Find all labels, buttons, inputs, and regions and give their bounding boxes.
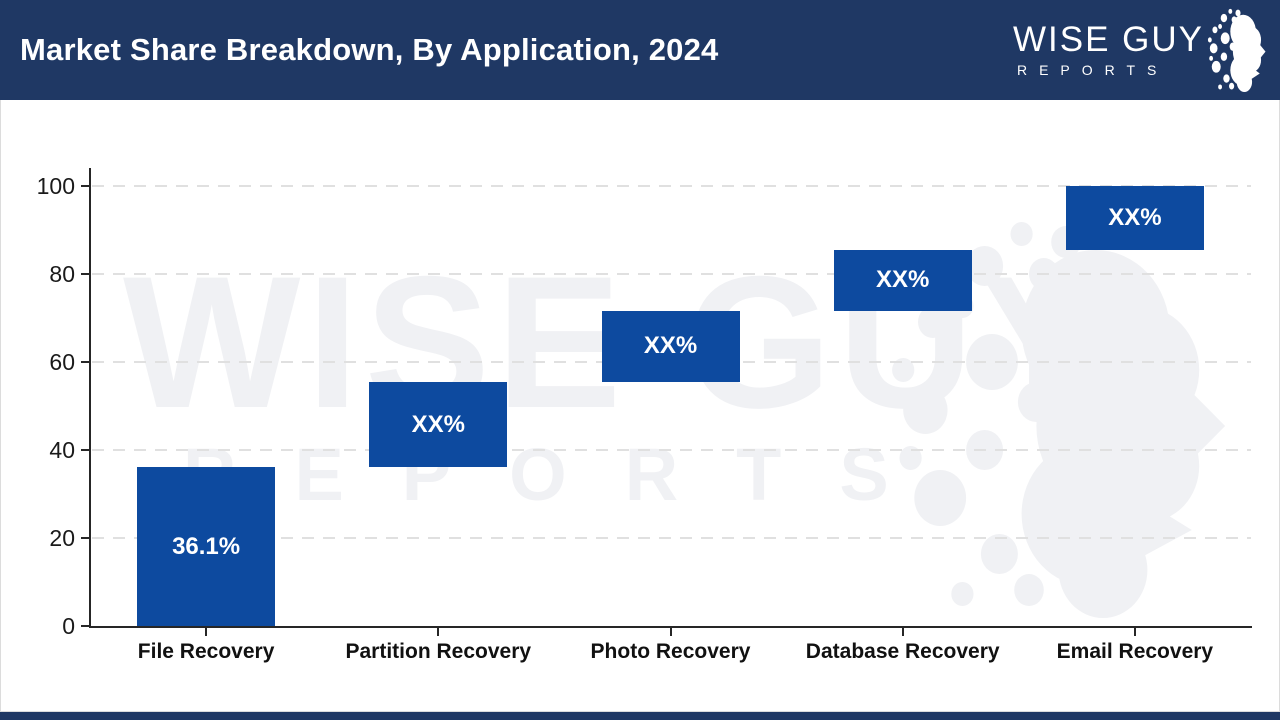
header-banner: Market Share Breakdown, By Application, … [0,0,1280,100]
x-axis-label-email-recovery: Email Recovery [1056,640,1214,663]
x-axis-label-file-recovery: File Recovery [137,640,275,663]
x-axis-label-database-recovery: Database Recovery [805,640,1000,663]
y-tick-label-80: 80 [49,261,75,287]
y-tick-80 [81,273,90,275]
y-tick-100 [81,185,90,187]
y-tick-label-40: 40 [49,437,75,463]
chart-canvas: WISE GUY REPORTS 0 20 40 60 80 100 36.1% File R… [0,100,1280,712]
wiseguy-face-icon [1207,8,1266,92]
bar-partition-recovery: XX% [369,382,508,468]
x-tick-file-recovery [205,628,208,636]
bar-value-label-photo-recovery: XX% [643,332,698,360]
footer-bar [0,712,1280,720]
logo-text: WISE GUY REPORTS [1013,22,1204,77]
bar-photo-recovery: XX% [601,310,740,383]
y-tick-label-0: 0 [62,613,75,639]
bar-value-label-partition-recovery: XX% [411,410,465,438]
x-axis-label-photo-recovery: Photo Recovery [590,640,751,663]
bar-value-label-database-recovery: XX% [876,266,930,294]
logo-subtitle: REPORTS [1016,62,1169,78]
x-axis-line [89,626,1252,628]
y-tick-0 [81,625,90,627]
logo-wordmark: WISE GUY [1012,20,1204,59]
y-tick-20 [81,537,90,539]
gridline-100 [92,185,1251,187]
chart-title: Market Share Breakdown, By Application, … [20,32,719,67]
gridline-80 [92,273,1251,275]
bar-email-recovery: XX% [1065,186,1204,250]
x-tick-photo-recovery [669,628,672,636]
gridline-40 [92,449,1251,451]
y-tick-label-60: 60 [49,349,75,375]
y-axis-line [89,168,91,628]
bar-file-recovery: 36.1% [137,467,276,626]
y-tick-60 [81,361,90,363]
x-tick-database-recovery [901,628,904,636]
wiseguy-logo: WISE GUY REPORTS [1013,8,1270,92]
x-axis-label-partition-recovery: Partition Recovery [345,640,532,663]
gridline-20 [92,537,1251,539]
y-tick-label-100: 100 [36,173,75,199]
x-tick-email-recovery [1133,628,1136,636]
bar-value-label-file-recovery: 36.1% [172,532,241,560]
bar-database-recovery: XX% [833,249,972,311]
bar-value-label-email-recovery: XX% [1108,203,1162,231]
y-tick-label-20: 20 [49,525,75,551]
y-tick-40 [81,449,90,451]
x-tick-partition-recovery [437,628,440,636]
